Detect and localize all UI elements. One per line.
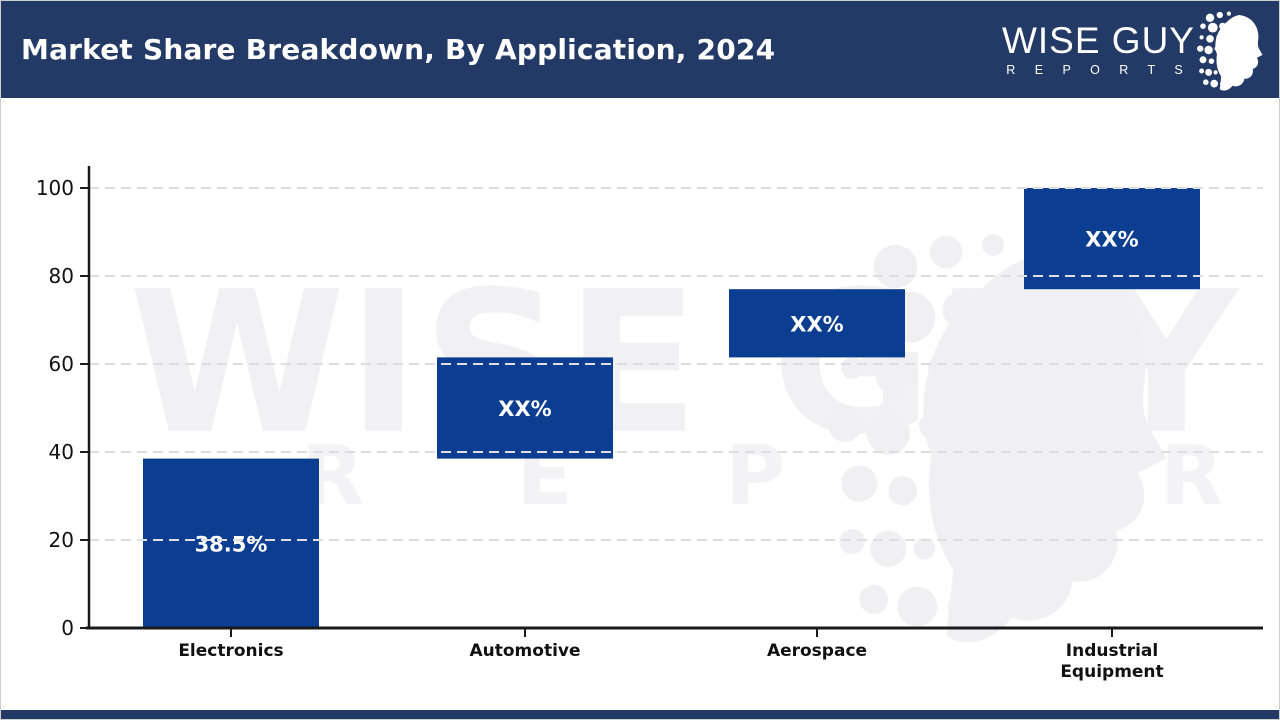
header: Market Share Breakdown, By Application, …	[1, 1, 1279, 98]
x-category-label-electronics: Electronics	[178, 641, 283, 661]
bar-value-label-industrial-equipment: XX%	[1085, 228, 1138, 252]
footer-bar	[1, 710, 1279, 719]
page-title: Market Share Breakdown, By Application, …	[21, 33, 776, 66]
bar-electronics	[143, 458, 319, 628]
x-category-label-aerospace: Aerospace	[767, 641, 867, 661]
x-category-label-automotive: Automotive	[469, 641, 580, 661]
bar-value-label-aerospace: XX%	[790, 312, 843, 336]
bar-value-label-automotive: XX%	[498, 397, 551, 421]
y-tick-label-100: 100	[36, 176, 74, 200]
bar-aerospace	[729, 289, 905, 358]
x-category-label-industrial-equipment: Industrial	[1066, 641, 1158, 661]
x-category-label-industrial-equipment: Equipment	[1060, 662, 1163, 682]
wiseguy-logo: WISE GUY R E P O R T S	[1002, 8, 1267, 92]
bar-chart-plot: 38.5% XX% XX% XX% 0 20 40 60 80 100 Electronics Aut…	[36, 166, 1263, 682]
bar-value-label-electronics: 38.5%	[195, 532, 268, 556]
logo-head-icon	[1197, 11, 1263, 90]
logo-text: WISE GUY R E P O R T S	[1002, 22, 1195, 77]
y-tick-label-40: 40	[49, 440, 74, 464]
chart-area: WISE GUY R E P O R T S 38.5%XX%XX%XX%020…	[1, 98, 1279, 711]
y-tick-label-60: 60	[49, 352, 74, 376]
y-tick-label-0: 0	[61, 616, 74, 640]
logo-subtext: R E P O R T S	[1006, 63, 1191, 77]
bar-automotive	[437, 357, 613, 459]
y-tick-label-20: 20	[49, 528, 74, 552]
y-tick-label-80: 80	[49, 264, 74, 288]
logo-wordmark: WISE GUY	[1001, 20, 1195, 61]
